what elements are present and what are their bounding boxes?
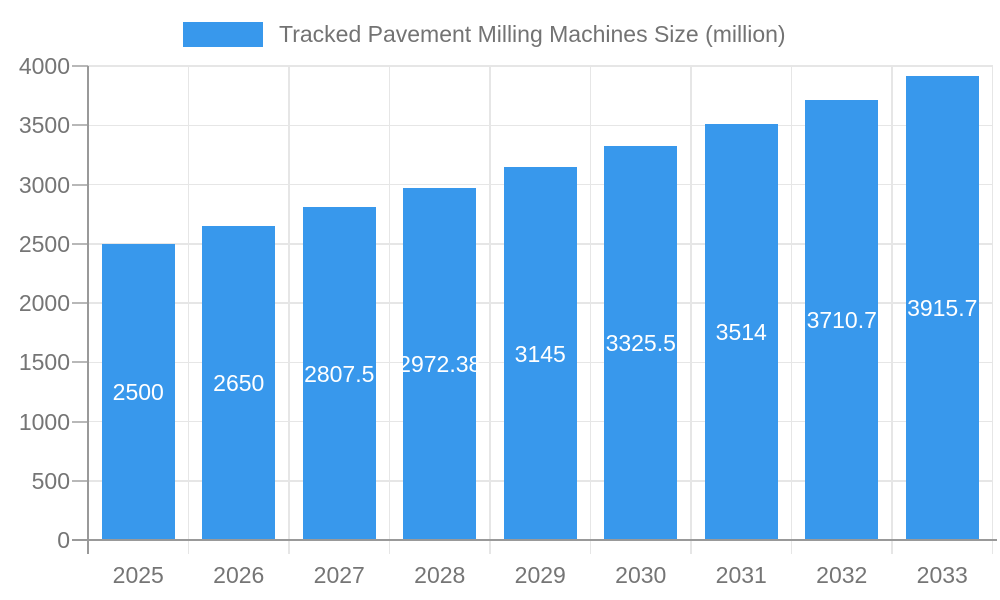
axis-tick (72, 124, 88, 127)
axis-tick (72, 420, 88, 423)
bar-value-label: 3915.7 (907, 294, 978, 321)
x-axis-tick-label: 2025 (112, 562, 164, 588)
bar[interactable] (101, 243, 175, 540)
y-axis-tick-label: 1000 (18, 408, 70, 435)
x-axis-tick-label: 2026 (213, 562, 265, 588)
gridline (690, 66, 692, 554)
x-axis-tick-label: 2028 (414, 562, 466, 588)
bar[interactable] (403, 187, 477, 540)
bar-value-label: 3145 (514, 340, 566, 367)
y-axis-tick-label: 2500 (18, 230, 70, 257)
bar[interactable] (202, 225, 276, 540)
bar-value-label: 2807.5 (304, 360, 375, 387)
gridline (88, 124, 993, 126)
y-axis-tick-label: 1500 (18, 349, 70, 376)
bar[interactable] (805, 100, 879, 540)
bar-value-label: 3325.5 (605, 329, 676, 356)
gridline (187, 66, 190, 554)
y-axis-tick-label: 500 (31, 467, 70, 494)
bar[interactable] (704, 123, 778, 540)
gridline (288, 66, 290, 554)
bar-value-label: 2500 (112, 378, 164, 405)
bar-value-label: 2972.38 (398, 350, 482, 377)
gridline (88, 65, 993, 67)
axis-tick (72, 361, 88, 364)
x-axis-tick-label: 2027 (313, 562, 365, 588)
legend-item[interactable]: Tracked Pavement Milling Machines Size (… (183, 19, 786, 50)
bar[interactable] (905, 75, 979, 540)
bar[interactable] (503, 167, 577, 540)
bar-value-label: 3710.7 (806, 307, 877, 334)
x-axis-tick-label: 2029 (514, 562, 566, 588)
y-axis-tick-label: 4000 (18, 53, 70, 79)
x-axis-tick-label: 2033 (916, 562, 968, 588)
gridline (991, 66, 994, 554)
bar-value-label: 2650 (213, 369, 265, 396)
gridline (589, 66, 592, 554)
axis-tick (72, 65, 88, 67)
x-axis-tick-label: 2030 (615, 562, 667, 588)
x-axis-tick-label: 2031 (715, 562, 767, 588)
axis-tick (72, 302, 88, 304)
legend-label: Tracked Pavement Milling Machines Size (… (279, 21, 786, 47)
legend-swatch-icon (183, 22, 263, 47)
y-axis-tick-label: 3000 (18, 171, 70, 198)
axis-tick (72, 479, 88, 482)
gridline (891, 66, 893, 554)
y-axis-tick-label: 3500 (18, 112, 70, 139)
axis-tick (72, 242, 88, 245)
bar[interactable] (302, 207, 376, 540)
bar[interactable] (604, 145, 678, 540)
bar-value-label: 3514 (715, 318, 767, 345)
x-axis-line (72, 539, 997, 541)
y-axis-tick-label: 2000 (18, 290, 70, 316)
x-axis-tick-label: 2032 (816, 562, 868, 588)
axis-tick (72, 183, 88, 186)
gridline (489, 66, 491, 554)
gridline (388, 66, 391, 554)
y-axis-line (87, 66, 89, 554)
y-axis-tick-label: 0 (57, 527, 70, 553)
gridline (790, 66, 793, 554)
